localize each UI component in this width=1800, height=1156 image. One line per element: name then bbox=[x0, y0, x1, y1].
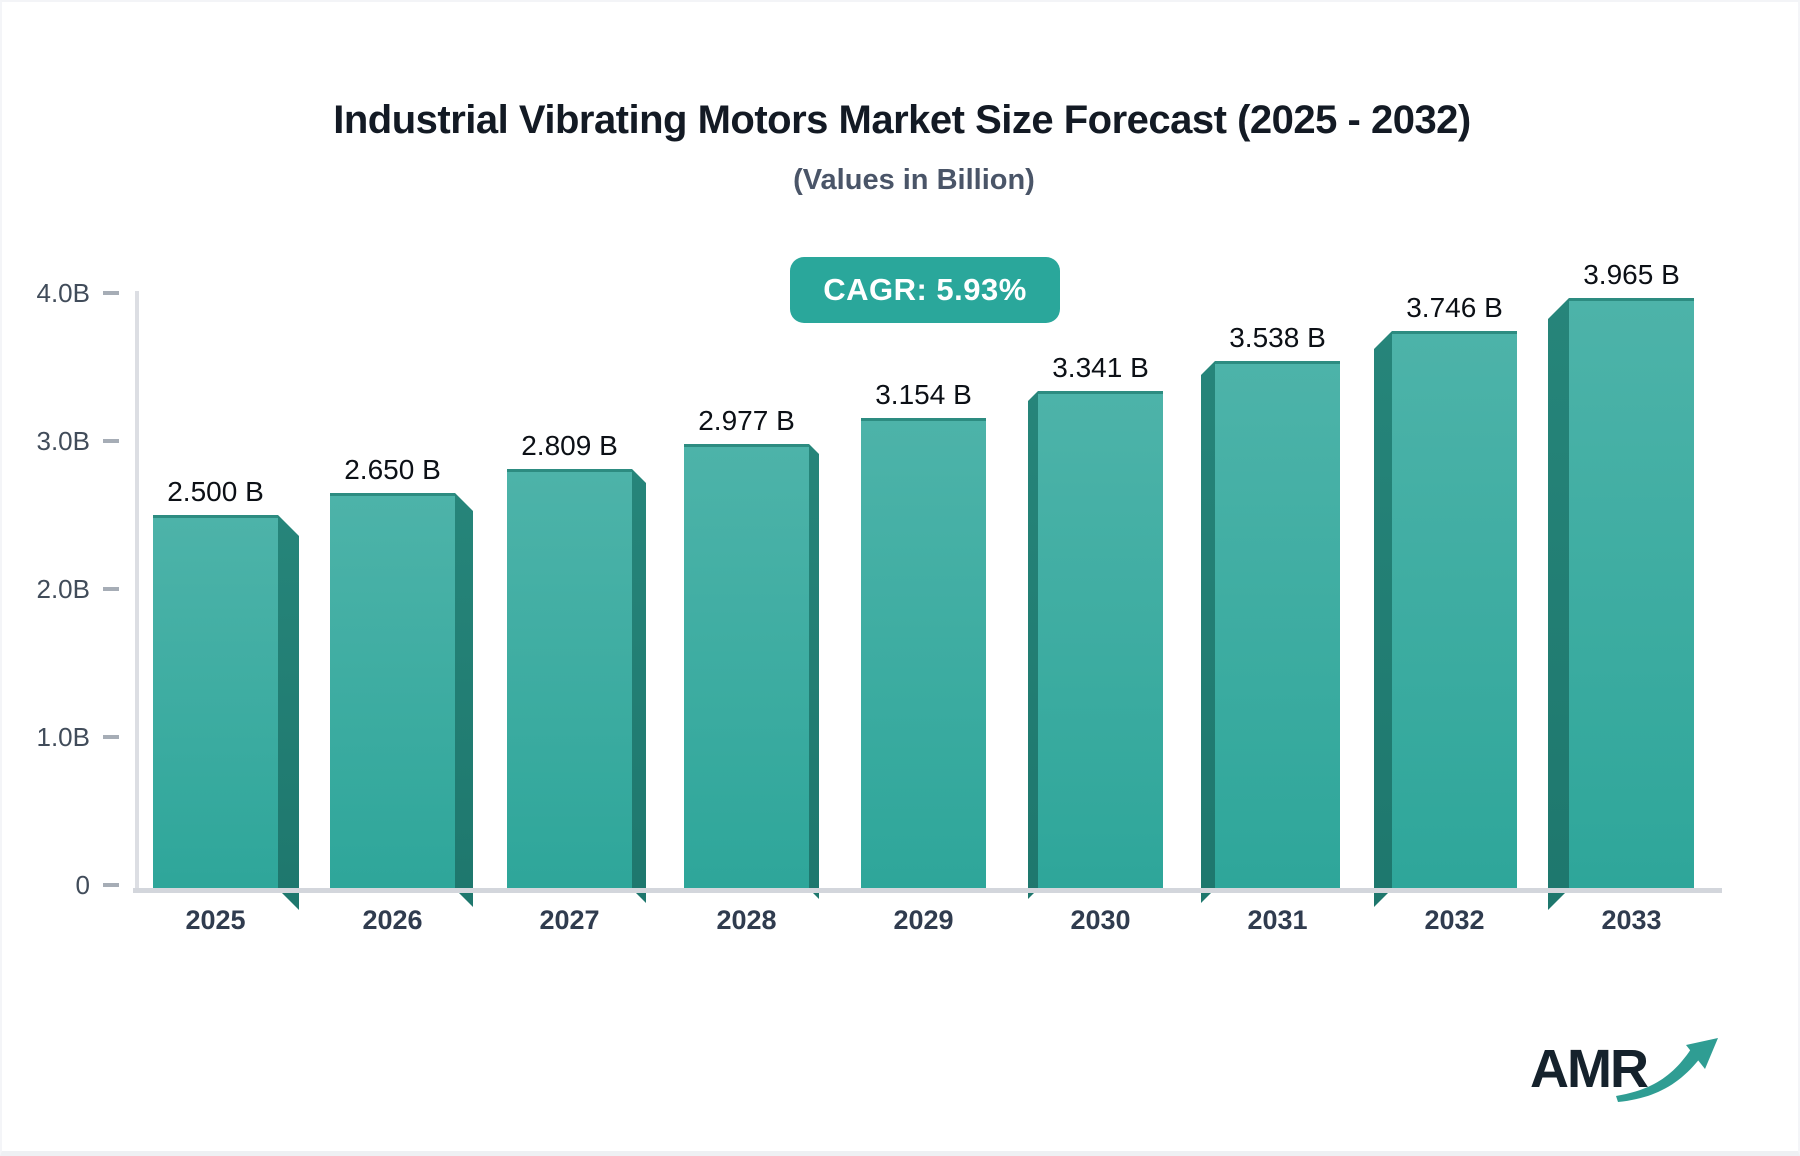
x-axis-label-2032: 2032 bbox=[1424, 905, 1485, 935]
y-axis-tick-label: 4.0B bbox=[36, 278, 91, 308]
bar-2033 bbox=[1569, 298, 1694, 889]
bar-value-label-2029: 3.154 B bbox=[875, 379, 972, 410]
bar-2030 bbox=[1038, 391, 1163, 889]
chart-subtitle: (Values in Billion) bbox=[793, 164, 1035, 196]
bar-value-label-2030: 3.341 B bbox=[1052, 352, 1149, 383]
bar-2032 bbox=[1392, 331, 1517, 889]
bar-side-2033 bbox=[1548, 298, 1569, 910]
bar-2025 bbox=[153, 515, 278, 889]
y-axis-tick bbox=[103, 883, 119, 887]
y-axis-tick-label: 1.0B bbox=[36, 722, 91, 752]
y-axis-tick bbox=[103, 291, 119, 295]
bar-2026 bbox=[330, 493, 455, 889]
cagr-badge: CAGR: 5.93% bbox=[790, 257, 1060, 323]
chart-title: Industrial Vibrating Motors Market Size … bbox=[333, 98, 1471, 142]
bar-2027 bbox=[507, 469, 632, 889]
y-axis-tick bbox=[103, 587, 119, 591]
bar-side-2027 bbox=[632, 469, 646, 903]
bar-value-label-2031: 3.538 B bbox=[1229, 322, 1326, 353]
y-axis-tick bbox=[103, 735, 119, 739]
bar-value-label-2025: 2.500 B bbox=[167, 476, 264, 507]
bar-value-label-2032: 3.746 B bbox=[1406, 292, 1503, 323]
bar-side-2032 bbox=[1374, 331, 1392, 907]
bar-side-2025 bbox=[278, 515, 299, 910]
bar-2031 bbox=[1215, 361, 1340, 889]
bar-value-label-2026: 2.650 B bbox=[344, 454, 441, 485]
amr-logo-arrow-icon bbox=[1616, 1038, 1718, 1102]
bar-2029 bbox=[861, 418, 986, 889]
y-axis-line bbox=[135, 291, 139, 888]
amr-logo-text: AMR bbox=[1530, 1039, 1649, 1099]
bar-side-2028 bbox=[809, 444, 819, 899]
bar-side-2026 bbox=[455, 493, 473, 907]
x-axis-label-2030: 2030 bbox=[1070, 905, 1131, 935]
bar-2028 bbox=[684, 444, 809, 889]
x-axis-label-2031: 2031 bbox=[1247, 905, 1308, 935]
x-axis-label-2033: 2033 bbox=[1601, 905, 1662, 935]
x-axis-label-2028: 2028 bbox=[716, 905, 777, 935]
bar-value-label-2028: 2.977 B bbox=[698, 405, 795, 436]
bar-side-2030 bbox=[1028, 391, 1038, 899]
y-axis-tick-label: 0 bbox=[75, 870, 90, 900]
y-axis-tick-label: 3.0B bbox=[36, 426, 91, 456]
y-axis-tick-label: 2.0B bbox=[36, 574, 91, 604]
bar-value-label-2033: 3.965 B bbox=[1583, 259, 1680, 290]
bar-value-label-2027: 2.809 B bbox=[521, 430, 618, 461]
bar-side-2031 bbox=[1201, 361, 1215, 903]
x-axis-label-2027: 2027 bbox=[539, 905, 600, 935]
y-axis-tick bbox=[103, 439, 119, 443]
amr-logo: AMR bbox=[1530, 1030, 1740, 1122]
x-axis-label-2026: 2026 bbox=[362, 905, 423, 935]
x-axis-label-2029: 2029 bbox=[893, 905, 954, 935]
x-axis-line bbox=[133, 888, 1722, 893]
x-axis-label-2025: 2025 bbox=[185, 905, 246, 935]
